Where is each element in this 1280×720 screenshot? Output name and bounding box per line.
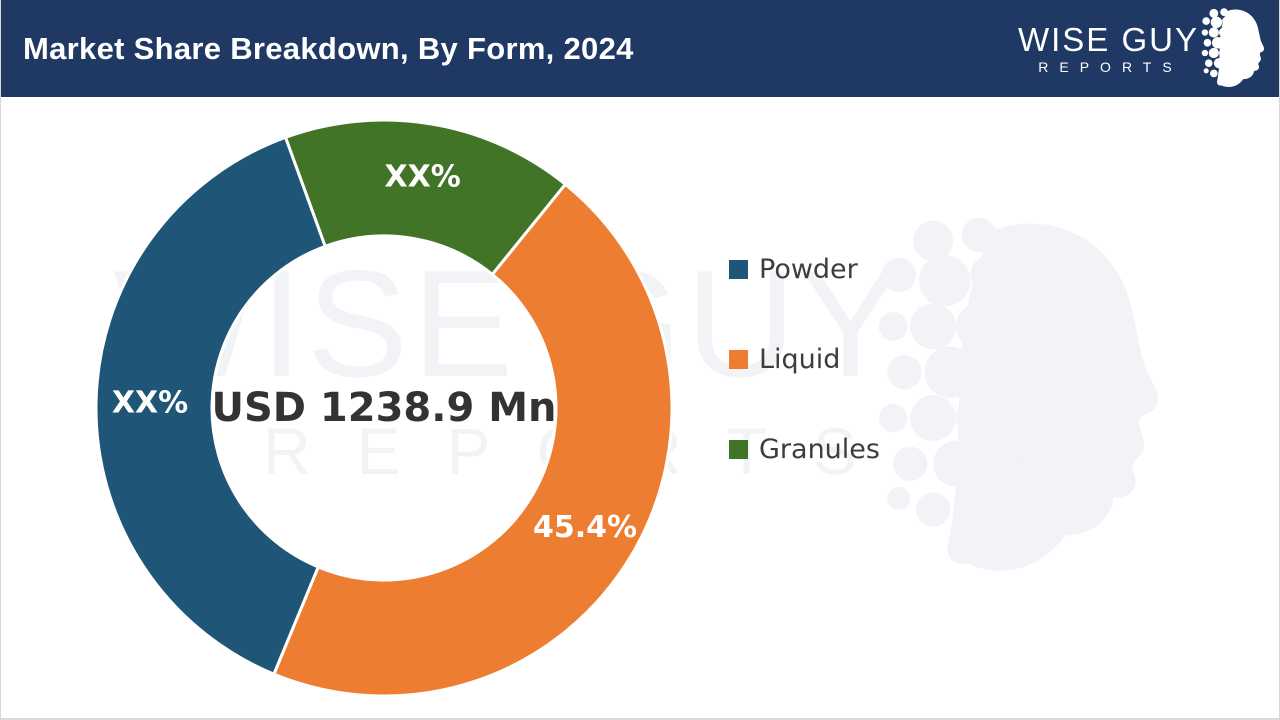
page-title: Market Share Breakdown, By Form, 2024 [23, 30, 634, 66]
donut-label-liquid: 45.4% [533, 510, 637, 545]
legend-label: Liquid [759, 344, 841, 375]
legend-item-powder: Powder [729, 254, 880, 285]
legend-swatch-granules [729, 440, 748, 459]
donut-label-granules: XX% [385, 160, 461, 195]
wiseguy-logo-tagline: REPORTS [1038, 59, 1183, 75]
chart-legend: Powder Liquid Granules [729, 254, 880, 524]
watermark-face-icon [878, 217, 1159, 571]
legend-label: Powder [759, 254, 858, 285]
legend-item-liquid: Liquid [729, 344, 880, 375]
legend-swatch-liquid [729, 350, 748, 369]
wiseguy-face-icon [1201, 8, 1265, 88]
wiseguy-logo: WISE GUY REPORTS [1018, 7, 1265, 90]
header-bar: Market Share Breakdown, By Form, 2024 WI… [1, 0, 1279, 97]
wiseguy-logo-text: WISE GUY REPORTS [1018, 23, 1199, 74]
legend-label: Granules [759, 434, 880, 465]
donut-segment-powder [94, 135, 327, 676]
chart-center-value: USD 1238.9 Mn [211, 385, 557, 431]
legend-item-granules: Granules [729, 434, 880, 465]
donut-segment-liquid [272, 182, 674, 698]
donut-label-powder: XX% [112, 385, 188, 420]
wiseguy-logo-name: WISE GUY [1017, 21, 1199, 58]
legend-swatch-powder [729, 260, 748, 279]
